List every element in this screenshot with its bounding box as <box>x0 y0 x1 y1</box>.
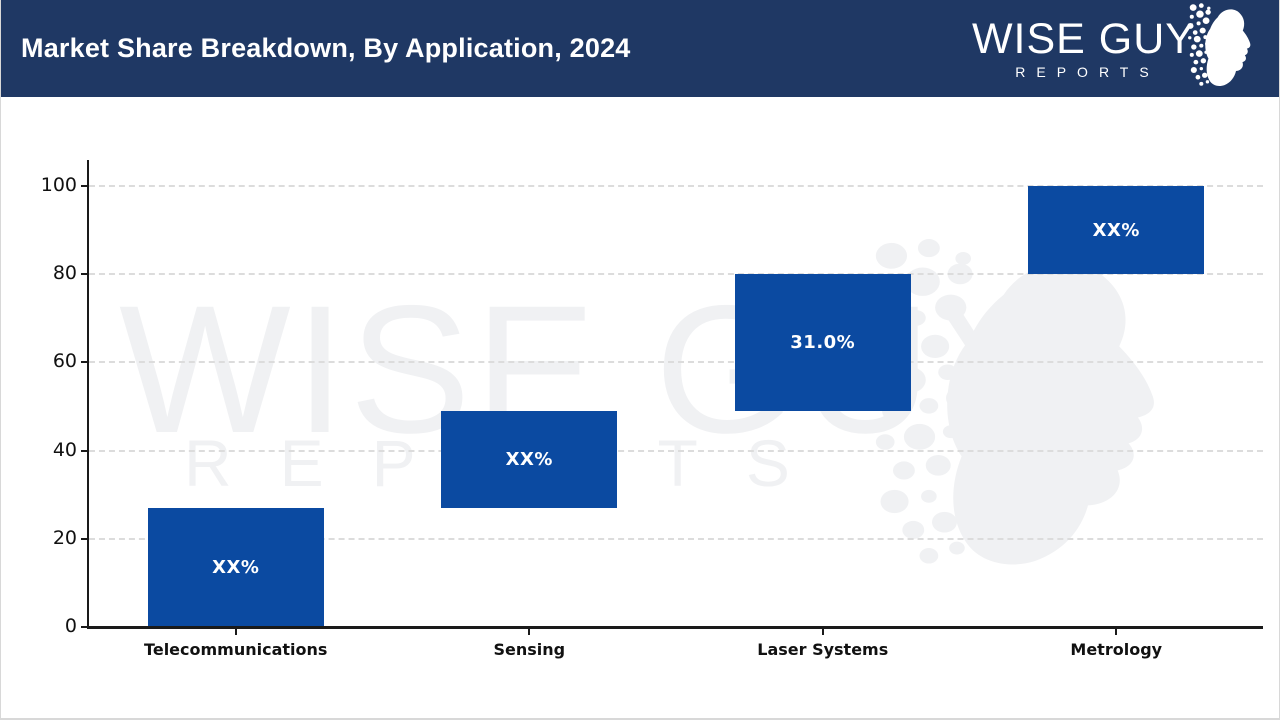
bar-value-label-telecommunications: XX% <box>212 556 260 578</box>
y-tick-label-40: 40 <box>52 438 77 461</box>
x-category-label-metrology: Metrology <box>1070 640 1163 659</box>
y-tick-label-20: 20 <box>52 526 77 549</box>
bar-sensing: XX% <box>441 410 618 508</box>
x-category-label-sensing: Sensing <box>493 640 566 659</box>
y-tick-label-0: 0 <box>64 615 77 637</box>
chart-title: Market Share Breakdown, By Application, … <box>21 33 631 63</box>
x-tick-mark-metrology <box>1115 627 1118 635</box>
bar-metrology: XX% <box>1028 186 1205 275</box>
y-tick-mark-60 <box>81 361 89 364</box>
bar-value-label-laser-systems: 31.0% <box>790 332 856 354</box>
y-tick-label-100: 100 <box>40 174 77 196</box>
x-category-label-telecommunications: Telecommunications <box>144 640 328 659</box>
gridline-80 <box>89 273 1263 276</box>
bar-telecommunications: XX% <box>147 507 324 627</box>
bar-laser-systems: 31.0% <box>734 274 911 411</box>
bar-value-label-metrology: XX% <box>1092 219 1140 241</box>
y-tick-mark-100 <box>81 185 89 187</box>
x-tick-mark-sensing <box>528 627 531 635</box>
y-tick-mark-80 <box>81 273 89 276</box>
gridline-100 <box>89 185 1263 187</box>
logo-reports-text: REPORTS <box>1015 64 1160 80</box>
x-axis-line <box>87 626 1263 629</box>
logo-text: WISE GUY REPORTS <box>971 15 1195 80</box>
gridline-40 <box>89 449 1263 452</box>
logo-wordmark: WISE GUY <box>971 15 1195 63</box>
gridline-60 <box>89 361 1263 364</box>
y-tick-mark-40 <box>81 449 89 452</box>
y-tick-mark-0 <box>81 626 89 628</box>
y-tick-label-60: 60 <box>52 350 77 373</box>
wiseguy-logo: WISE GUY REPORTS <box>971 2 1253 93</box>
header-bar: Market Share Breakdown, By Application, … <box>1 0 1279 97</box>
gridline-20 <box>89 537 1263 540</box>
x-tick-mark-telecommunications <box>234 627 237 635</box>
logo-head-icon <box>1187 2 1251 86</box>
y-tick-mark-20 <box>81 537 89 540</box>
x-tick-mark-laser-systems <box>821 627 824 635</box>
y-tick-label-80: 80 <box>52 262 77 285</box>
y-axis-line <box>87 160 89 629</box>
x-category-label-laser-systems: Laser Systems <box>757 640 889 659</box>
bar-value-label-sensing: XX% <box>505 448 553 470</box>
